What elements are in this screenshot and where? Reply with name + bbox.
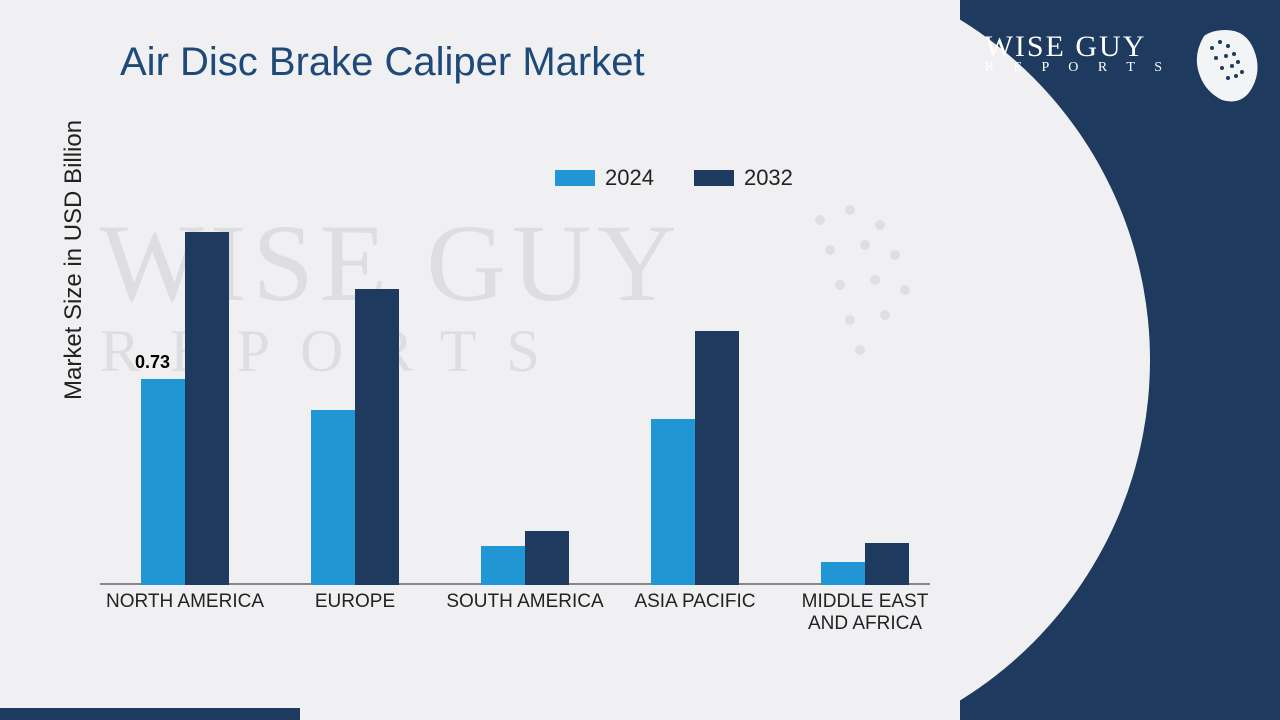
bar-2024	[651, 419, 695, 585]
canvas: WISE GUY R E P O R T S WISE GUY REPORTS …	[0, 0, 1280, 720]
legend-item-2024: 2024	[555, 165, 654, 191]
bar-2024	[481, 546, 525, 586]
bar-2024	[141, 379, 185, 585]
legend-label-2032: 2032	[744, 165, 793, 191]
category-label: NORTH AMERICA	[105, 591, 265, 613]
bar-2024	[311, 410, 355, 585]
brand-line-2: R E P O R T S	[985, 60, 1170, 76]
footer-accent-bar	[0, 708, 300, 720]
legend-swatch-2032	[694, 170, 734, 186]
right-panel	[960, 0, 1280, 720]
legend-label-2024: 2024	[605, 165, 654, 191]
bar-2032	[185, 232, 229, 585]
brand-head-icon	[1192, 26, 1262, 106]
category-label: ASIA PACIFIC	[615, 591, 775, 613]
bar-2032	[865, 543, 909, 585]
bar-2032	[355, 289, 399, 585]
bar-value-label: 0.73	[135, 352, 170, 373]
legend: 2024 2032	[555, 165, 793, 191]
category-label: MIDDLE EAST AND AFRICA	[785, 591, 945, 635]
bar-2032	[525, 531, 569, 585]
category-label: EUROPE	[275, 591, 435, 613]
bar-2032	[695, 331, 739, 585]
legend-swatch-2024	[555, 170, 595, 186]
brand-logo: WISE GUY R E P O R T S	[985, 30, 1170, 76]
y-axis-label: Market Size in USD Billion	[60, 120, 88, 400]
brand-line-1: WISE GUY	[985, 30, 1170, 64]
bar-2024	[821, 562, 865, 585]
bar-chart: 0.73NORTH AMERICAEUROPESOUTH AMERICAASIA…	[100, 190, 930, 585]
chart-title: Air Disc Brake Caliper Market	[120, 40, 645, 85]
legend-item-2032: 2032	[694, 165, 793, 191]
category-label: SOUTH AMERICA	[445, 591, 605, 613]
